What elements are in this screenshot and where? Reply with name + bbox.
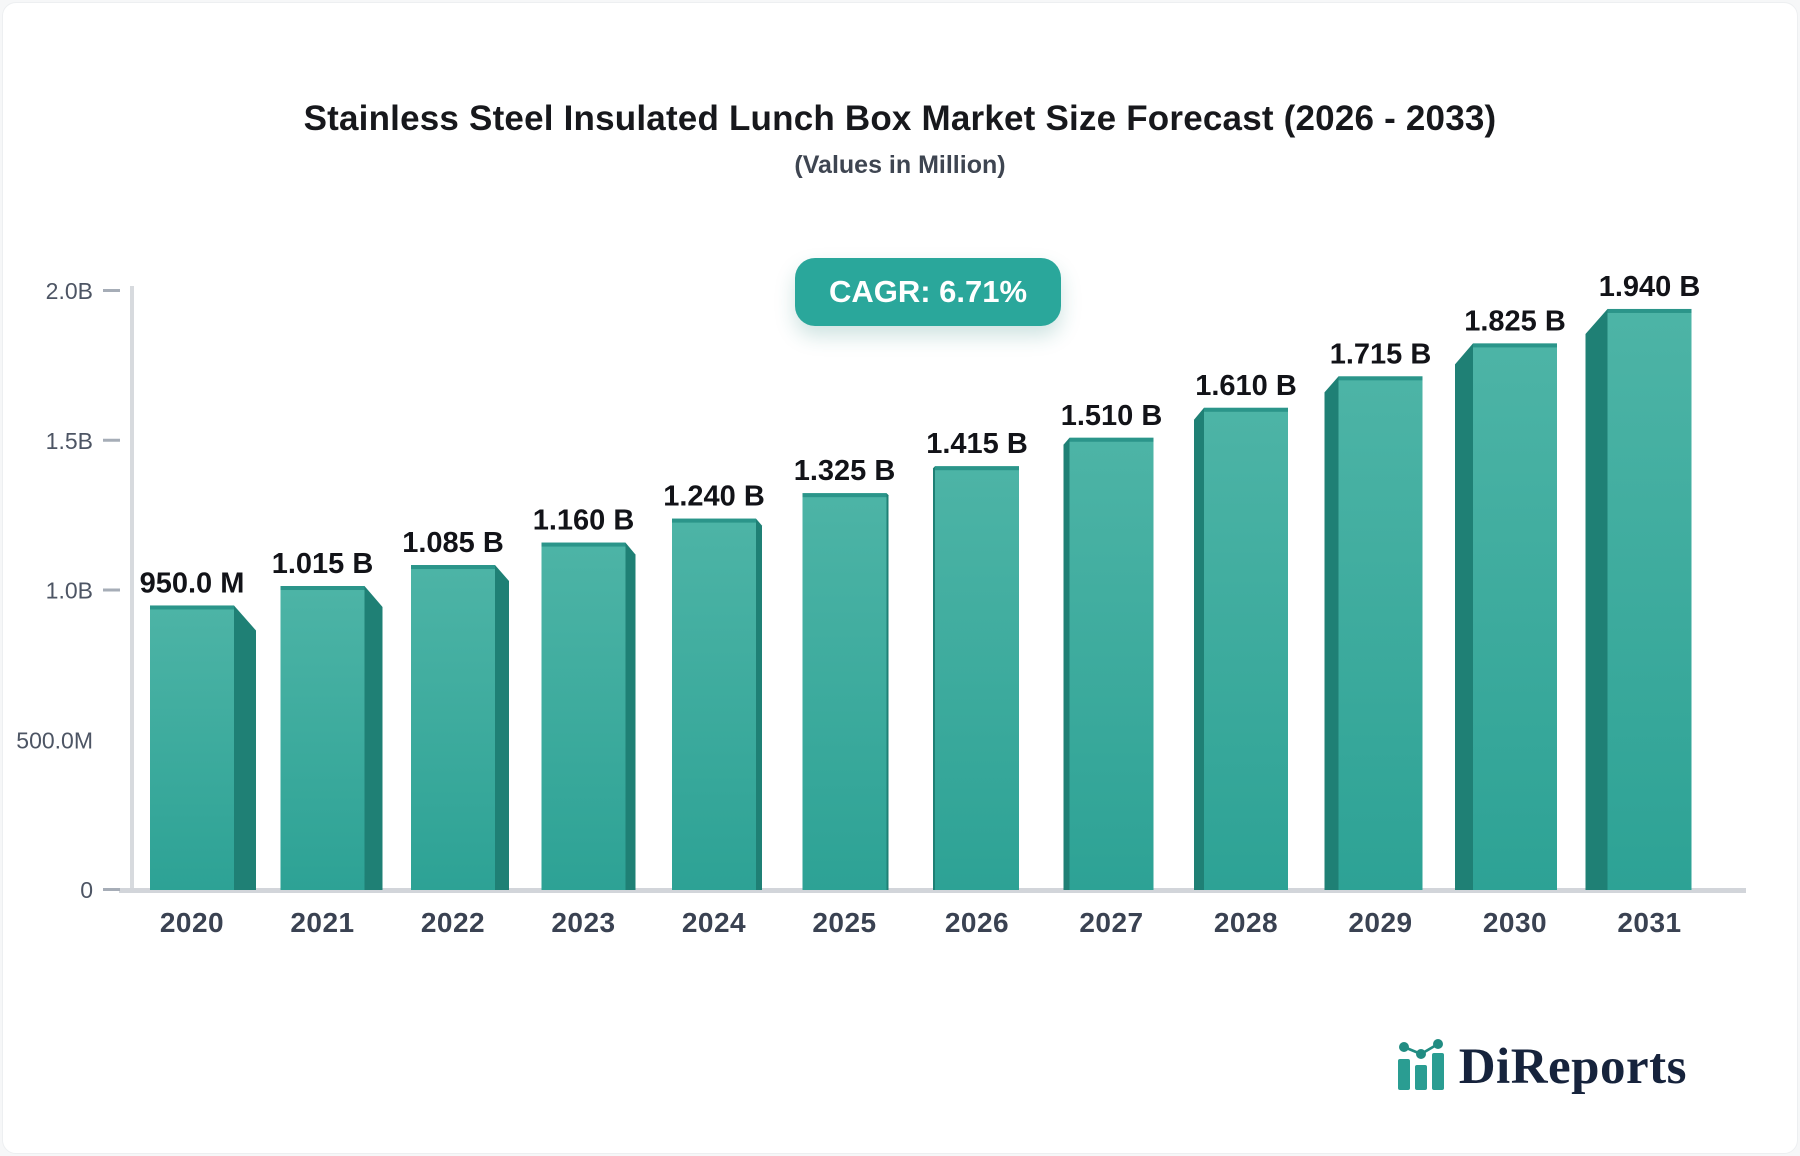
bar-value-label: 1.415 B — [926, 428, 1028, 460]
bar-side-face — [495, 565, 509, 890]
bar-front-face — [1069, 437, 1154, 890]
x-axis-label: 2030 — [1483, 907, 1547, 938]
bar-top-edge — [411, 565, 495, 570]
bar-value-label: 1.940 B — [1599, 271, 1701, 303]
cagr-badge-label: CAGR: 6.71% — [828, 274, 1028, 309]
x-axis-label: 2024 — [682, 907, 746, 938]
bar-top-edge — [280, 586, 365, 591]
bar-front-face — [280, 586, 365, 890]
y-tick-dash — [103, 438, 120, 442]
bar-side-face — [886, 493, 889, 890]
bar-value-label: 1.085 B — [402, 527, 504, 559]
bar-side-face — [234, 605, 256, 890]
bars-layer: 950.0 M 2020 1.015 B 2021 1.085 B 2022 1.160 B… — [140, 271, 1701, 938]
y-tick-dash — [103, 888, 120, 891]
bar-side-face — [1194, 407, 1204, 890]
bar-value-label: 1.610 B — [1195, 370, 1297, 402]
bar-top-edge — [541, 542, 626, 547]
mini-bar-line-chart-icon — [1397, 1039, 1444, 1090]
bar-top-edge — [1338, 376, 1423, 381]
bar-front-face — [1338, 376, 1423, 890]
bar-front-face — [802, 493, 887, 890]
bar-top-edge — [672, 518, 756, 523]
bar-group-2024: 1.240 B 2024 — [663, 481, 765, 938]
bar-front-face — [935, 466, 1019, 890]
bar-group-2030: 1.825 B 2030 — [1455, 305, 1566, 938]
bar-value-label: 1.160 B — [533, 505, 635, 537]
bar-top-edge — [1607, 308, 1692, 313]
bar-top-edge — [1204, 407, 1288, 412]
x-axis-baseline — [119, 888, 1746, 893]
y-axis-tick-label: 0 — [80, 877, 93, 903]
bar-chart: 2.0B 1.5B 1.0B 500.0M 0 950.0 M 2020 1.015 B 20… — [16, 271, 1746, 938]
bar-group-2028: 1.610 B 2028 — [1194, 370, 1297, 938]
bar-group-2025: 1.325 B 2025 — [794, 455, 896, 938]
bar-top-edge — [150, 605, 234, 610]
bar-value-label: 1.825 B — [1464, 305, 1566, 337]
cagr-badge: CAGR: 6.71% — [795, 258, 1061, 326]
x-axis-label: 2029 — [1348, 907, 1412, 938]
bar-side-face — [1063, 437, 1070, 890]
bar-side-face — [1324, 376, 1339, 890]
x-axis-label: 2026 — [945, 907, 1009, 938]
y-axis-tick-label: 2.0B — [46, 278, 93, 304]
bar-top-edge — [1473, 343, 1557, 348]
bar-side-face — [933, 466, 935, 890]
bar-side-face — [364, 586, 383, 890]
bar-group-2022: 1.085 B 2022 — [402, 527, 509, 938]
x-axis-label: 2022 — [421, 907, 485, 938]
bar-front-face — [672, 518, 756, 890]
x-axis-label: 2025 — [812, 907, 876, 938]
x-axis-label: 2023 — [551, 907, 615, 938]
bar-front-face — [1473, 343, 1557, 891]
bar-group-2029: 1.715 B 2029 — [1324, 338, 1432, 938]
bar-front-face — [411, 565, 495, 890]
bar-side-face — [625, 542, 636, 890]
bar-side-face — [756, 518, 762, 890]
chart-title: Stainless Steel Insulated Lunch Box Mark… — [303, 99, 1497, 138]
y-axis-tick-label: 500.0M — [16, 727, 93, 753]
x-axis-label: 2021 — [290, 907, 354, 938]
y-axis-tick-label: 1.5B — [46, 428, 93, 454]
bar-side-face — [1455, 343, 1473, 891]
bar-group-2031: 1.940 B 2031 — [1585, 271, 1701, 938]
bar-value-label: 1.325 B — [794, 455, 896, 487]
bar-value-label: 1.715 B — [1330, 338, 1432, 370]
y-tick-dash — [103, 588, 120, 592]
bar-top-edge — [1069, 437, 1154, 442]
brand-logo: DiReports — [1396, 1035, 1687, 1093]
x-axis-label: 2028 — [1214, 907, 1278, 938]
bar-group-2026: 1.415 B 2026 — [926, 428, 1028, 938]
bar-side-face — [1585, 308, 1608, 891]
bar-group-2027: 1.510 B 2027 — [1061, 400, 1163, 938]
bar-top-edge — [935, 466, 1019, 471]
bar-front-face — [1204, 407, 1288, 890]
chart-subtitle: (Values in Million) — [794, 151, 1006, 179]
bar-front-face — [1607, 308, 1692, 891]
x-axis-label: 2031 — [1617, 907, 1681, 938]
bar-value-label: 1.015 B — [272, 548, 374, 580]
x-axis-label: 2027 — [1079, 907, 1143, 938]
bar-group-2020: 950.0 M 2020 — [140, 567, 256, 938]
y-axis-line — [130, 286, 134, 893]
brand-name: DiReports — [1458, 1039, 1687, 1095]
bar-group-2021: 1.015 B 2021 — [272, 548, 383, 938]
y-tick-dash — [103, 289, 120, 292]
bar-group-2023: 1.160 B 2023 — [533, 505, 636, 938]
bar-front-face — [541, 542, 626, 890]
y-axis-tick-label: 1.0B — [46, 578, 93, 604]
x-axis-label: 2020 — [160, 907, 224, 938]
bar-top-edge — [802, 493, 887, 498]
bar-value-label: 1.240 B — [663, 481, 765, 513]
bar-value-label: 950.0 M — [140, 567, 245, 599]
axes-layer: 2.0B 1.5B 1.0B 500.0M 0 — [16, 278, 1746, 903]
bar-value-label: 1.510 B — [1061, 400, 1163, 432]
bar-front-face — [150, 605, 234, 890]
